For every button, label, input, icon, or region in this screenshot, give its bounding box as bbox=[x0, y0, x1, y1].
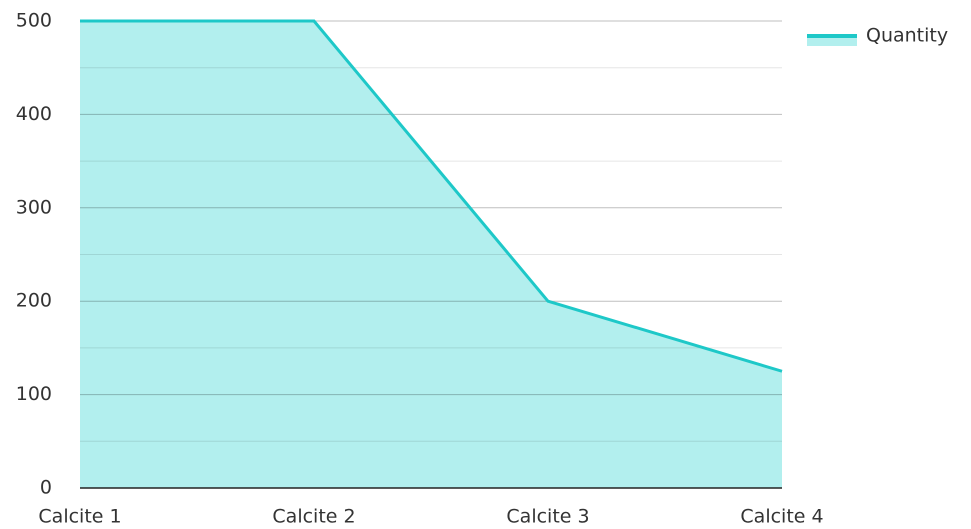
y-tick-label: 400 bbox=[16, 103, 52, 125]
x-tick-label: Calcite 2 bbox=[272, 506, 355, 528]
x-tick-label: Calcite 3 bbox=[506, 506, 589, 528]
x-tick-label: Calcite 1 bbox=[38, 506, 121, 528]
area-line bbox=[80, 19, 783, 373]
y-tick-label: 500 bbox=[16, 10, 52, 32]
y-tick-label: 300 bbox=[16, 196, 52, 218]
x-tick-label: Calcite 4 bbox=[740, 506, 823, 528]
area-fill bbox=[80, 21, 782, 488]
legend-swatch-fill bbox=[807, 36, 857, 46]
y-tick-label: 200 bbox=[16, 290, 52, 312]
y-tick-label: 0 bbox=[40, 477, 52, 499]
legend-label: Quantity bbox=[866, 25, 948, 47]
y-tick-label: 100 bbox=[16, 383, 52, 405]
